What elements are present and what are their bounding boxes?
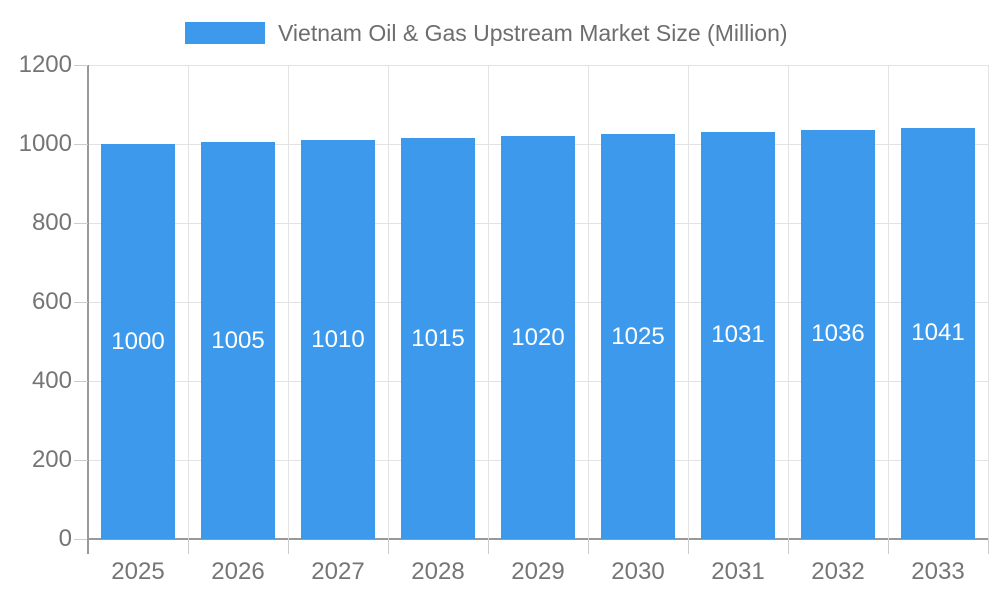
gridline-vertical bbox=[587, 65, 589, 539]
x-axis-tick bbox=[187, 539, 189, 554]
bar-2030[interactable]: 1025 bbox=[601, 134, 675, 539]
x-axis-label: 2031 bbox=[711, 558, 765, 585]
x-axis-label: 2032 bbox=[811, 558, 865, 585]
x-axis-label: 2030 bbox=[611, 558, 665, 585]
bar-value-label: 1020 bbox=[511, 323, 565, 351]
bar-value-label: 1015 bbox=[411, 324, 465, 352]
x-axis-tick bbox=[587, 539, 589, 554]
y-axis-label: 1000 bbox=[18, 130, 72, 157]
gridline-vertical bbox=[787, 65, 789, 539]
y-axis-tick bbox=[74, 380, 88, 382]
y-axis-tick bbox=[74, 64, 88, 66]
x-axis-label: 2026 bbox=[211, 558, 265, 585]
gridline-horizontal bbox=[88, 64, 988, 66]
bar-value-label: 1000 bbox=[111, 327, 165, 355]
y-axis-line bbox=[87, 65, 89, 539]
gridline-vertical bbox=[487, 65, 489, 539]
y-axis-label: 0 bbox=[58, 525, 72, 552]
bar-value-label: 1036 bbox=[811, 320, 865, 348]
x-axis-label: 2027 bbox=[311, 558, 365, 585]
gridline-vertical bbox=[687, 65, 689, 539]
bar-value-label: 1010 bbox=[311, 325, 365, 353]
x-axis-tick bbox=[487, 539, 489, 554]
gridline-vertical bbox=[187, 65, 189, 539]
x-axis-tick bbox=[687, 539, 689, 554]
bar-value-label: 1025 bbox=[611, 322, 665, 350]
bar-2032[interactable]: 1036 bbox=[801, 129, 875, 539]
y-axis-tick bbox=[74, 301, 88, 303]
bar-2033[interactable]: 1041 bbox=[901, 127, 975, 539]
y-axis-label: 200 bbox=[31, 446, 72, 473]
y-axis-tick bbox=[74, 222, 88, 224]
gridline-vertical bbox=[987, 65, 989, 539]
bar-2031[interactable]: 1031 bbox=[701, 131, 775, 539]
x-axis-tick bbox=[87, 539, 89, 554]
legend-label: Vietnam Oil & Gas Upstream Market Size (… bbox=[278, 20, 788, 46]
bar-value-label: 1031 bbox=[711, 321, 765, 349]
legend-swatch[interactable] bbox=[185, 22, 265, 44]
bar-2029[interactable]: 1020 bbox=[501, 136, 575, 539]
y-axis-tick bbox=[74, 143, 88, 145]
y-axis-label: 400 bbox=[31, 367, 72, 394]
x-axis-tick bbox=[387, 539, 389, 554]
x-axis-tick bbox=[887, 539, 889, 554]
bar-2026[interactable]: 1005 bbox=[201, 142, 275, 539]
x-axis-baseline bbox=[88, 538, 988, 540]
gridline-vertical bbox=[287, 65, 289, 539]
y-axis-label: 1200 bbox=[18, 51, 72, 78]
x-axis-tick bbox=[787, 539, 789, 554]
chart-legend[interactable]: Vietnam Oil & Gas Upstream Market Size (… bbox=[185, 21, 788, 45]
x-axis-label: 2028 bbox=[411, 558, 465, 585]
x-axis-tick bbox=[987, 539, 989, 554]
x-axis-label: 2033 bbox=[911, 558, 965, 585]
gridline-vertical bbox=[387, 65, 389, 539]
bar-value-label: 1005 bbox=[211, 326, 265, 354]
x-axis-label: 2029 bbox=[511, 558, 565, 585]
plot-area: 1000 1005 1010 1015 1020 1025 1031 1036 1041 bbox=[87, 64, 989, 540]
bar-2027[interactable]: 1010 bbox=[301, 140, 375, 539]
gridline-vertical bbox=[887, 65, 889, 539]
bar-2028[interactable]: 1015 bbox=[401, 138, 475, 539]
y-axis-tick bbox=[74, 459, 88, 461]
bar-2025[interactable]: 1000 bbox=[101, 144, 175, 539]
x-axis-tick bbox=[287, 539, 289, 554]
bar-value-label: 1041 bbox=[911, 319, 965, 347]
y-axis-label: 800 bbox=[31, 209, 72, 236]
x-axis-label: 2025 bbox=[111, 558, 165, 585]
y-axis-label: 600 bbox=[31, 288, 72, 315]
y-axis-tick bbox=[74, 538, 88, 540]
